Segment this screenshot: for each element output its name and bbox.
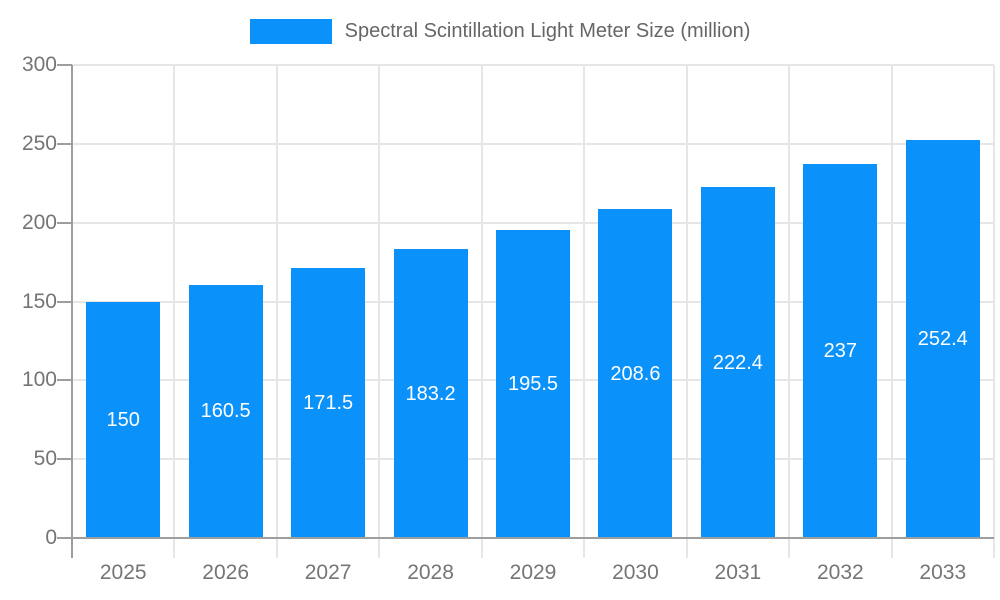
bar-value-label: 183.2 (405, 382, 456, 405)
y-axis-tick-label: 50 (33, 447, 57, 471)
bar-value-label: 237 (823, 340, 858, 363)
y-tick-mark (57, 379, 72, 382)
bar-value-label: 208.6 (610, 362, 661, 385)
x-gridline (993, 65, 995, 558)
x-axis-tick-label: 2028 (407, 561, 454, 584)
bar-value-label: 171.5 (303, 391, 354, 414)
x-gridline (378, 65, 381, 558)
y-gridline (72, 142, 994, 145)
legend-label: Spectral Scintillation Light Meter Size … (344, 20, 751, 42)
bar-2030[interactable] (598, 209, 673, 538)
x-axis-tick-label: 2033 (919, 561, 967, 584)
bar-value-label: 252.4 (917, 328, 968, 351)
bar-value-label: 222.4 (712, 351, 763, 374)
bar-value-label: 150 (106, 408, 140, 431)
bar-2029[interactable] (496, 229, 570, 538)
y-gridline (72, 221, 994, 224)
y-tick-mark (57, 221, 72, 224)
x-gridline (173, 65, 176, 558)
y-axis-tick-label: 100 (21, 368, 57, 392)
bar-2032[interactable] (803, 164, 878, 538)
x-gridline (583, 65, 586, 558)
bar-2027[interactable] (291, 267, 366, 538)
legend-swatch (249, 19, 332, 44)
x-gridline (890, 65, 893, 558)
y-axis-tick-label: 150 (21, 289, 57, 313)
bar-2028[interactable] (393, 249, 468, 538)
y-tick-mark (57, 300, 72, 303)
bar-2033[interactable] (905, 140, 980, 538)
bar-2026[interactable] (188, 284, 263, 538)
bar-2025[interactable] (86, 301, 161, 538)
x-axis-tick-label: 2030 (612, 561, 659, 584)
x-axis-tick-label: 2029 (509, 561, 557, 584)
x-axis-tick-label: 2027 (304, 561, 352, 584)
y-axis-tick-label: 300 (21, 53, 57, 76)
legend[interactable]: Spectral Scintillation Light Meter Size … (0, 19, 1000, 44)
x-axis-line (57, 537, 994, 539)
bar-value-label: 195.5 (507, 372, 559, 395)
y-axis-tick-label: 200 (21, 210, 57, 234)
bar-value-label: 160.5 (200, 400, 251, 423)
x-axis-tick-label: 2025 (99, 561, 147, 584)
y-gridline (72, 64, 994, 66)
x-gridline (275, 65, 278, 558)
bar-2031[interactable] (700, 187, 775, 538)
y-tick-mark (57, 458, 72, 461)
y-axis-tick-label: 0 (45, 526, 57, 549)
x-axis-tick-label: 2032 (816, 561, 864, 584)
x-axis-tick-label: 2026 (202, 561, 250, 584)
x-gridline (788, 65, 791, 558)
x-axis-tick-label: 2031 (714, 561, 762, 584)
x-gridline (480, 65, 483, 558)
x-gridline (685, 65, 688, 558)
y-axis-tick-label: 250 (21, 131, 57, 155)
y-tick-mark (57, 64, 72, 66)
y-tick-mark (57, 142, 72, 145)
y-axis-line (71, 65, 73, 558)
